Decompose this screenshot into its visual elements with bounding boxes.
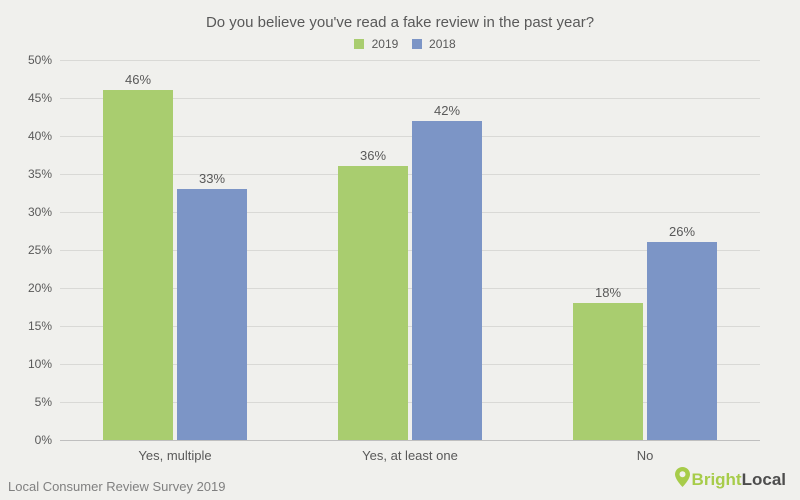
bar	[647, 242, 717, 440]
y-tick-label: 30%	[2, 205, 52, 219]
bar-value-label: 26%	[669, 224, 695, 239]
y-tick-label: 0%	[2, 433, 52, 447]
y-tick-label: 35%	[2, 167, 52, 181]
bar	[177, 189, 247, 440]
footer-text: Local Consumer Review Survey 2019	[8, 479, 226, 494]
chart-container: Do you believe you've read a fake review…	[0, 0, 800, 500]
y-tick-label: 10%	[2, 357, 52, 371]
y-tick-label: 25%	[2, 243, 52, 257]
bar	[338, 166, 408, 440]
bar-value-label: 36%	[360, 148, 386, 163]
y-tick-label: 20%	[2, 281, 52, 295]
brand-word-local: Local	[742, 470, 786, 489]
bar	[412, 121, 482, 440]
legend-label-2018: 2018	[429, 37, 456, 51]
y-tick-label: 5%	[2, 395, 52, 409]
bar	[573, 303, 643, 440]
map-pin-icon	[675, 467, 690, 492]
legend-label-2019: 2019	[372, 37, 399, 51]
legend: 2019 2018	[0, 36, 800, 51]
y-tick-label: 15%	[2, 319, 52, 333]
legend-swatch-2018	[412, 39, 422, 49]
gridline	[60, 60, 760, 61]
x-tick-label: Yes, multiple	[138, 448, 211, 463]
y-tick-label: 45%	[2, 91, 52, 105]
bar-value-label: 46%	[125, 72, 151, 87]
bar-value-label: 18%	[595, 285, 621, 300]
brand-logo: BrightLocal	[675, 467, 786, 492]
chart-title: Do you believe you've read a fake review…	[0, 14, 800, 31]
bar-value-label: 42%	[434, 103, 460, 118]
x-tick-label: Yes, at least one	[362, 448, 458, 463]
plot-area	[60, 60, 760, 441]
bar	[103, 90, 173, 440]
y-tick-label: 40%	[2, 129, 52, 143]
y-tick-label: 50%	[2, 53, 52, 67]
brand-word-bright: Bright	[692, 470, 742, 489]
legend-swatch-2019	[354, 39, 364, 49]
bar-value-label: 33%	[199, 171, 225, 186]
x-tick-label: No	[637, 448, 654, 463]
